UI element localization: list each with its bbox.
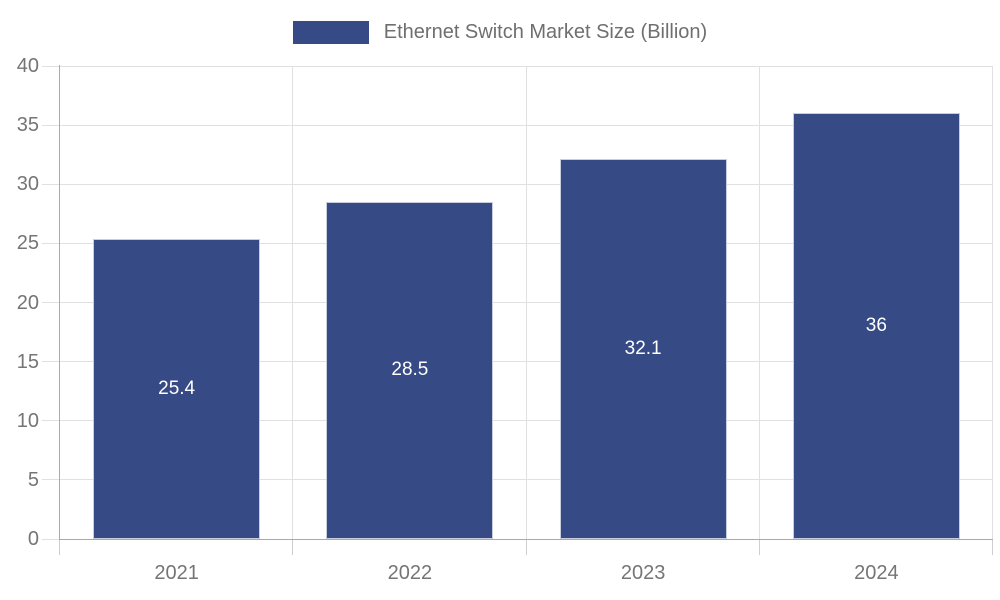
chart-legend: Ethernet Switch Market Size (Billion) [0, 18, 1000, 46]
y-axis-tick [42, 302, 60, 303]
x-tick-label: 2022 [387, 562, 433, 584]
x-axis-tick [992, 539, 993, 555]
gridline-horizontal [60, 65, 993, 67]
y-tick-label: 0 [27, 528, 39, 550]
gridline-horizontal [60, 242, 993, 244]
x-axis-tick [525, 539, 527, 555]
x-axis-line [59, 539, 993, 540]
y-axis-tick [42, 183, 60, 185]
y-tick-label: 25 [16, 232, 39, 255]
y-tick-label: 30 [16, 173, 39, 196]
y-tick-label: 40 [16, 55, 39, 77]
y-tick-label: 10 [16, 409, 39, 432]
legend-swatch [292, 20, 369, 44]
bar [326, 201, 494, 539]
gridline-horizontal [60, 302, 993, 303]
x-axis-tick [292, 539, 294, 555]
bar [792, 113, 960, 539]
bar-value-label: 32.1 [624, 338, 662, 360]
bar [559, 159, 727, 539]
gridline-horizontal [60, 420, 993, 422]
y-axis-tick [42, 361, 60, 363]
bar [93, 238, 261, 539]
y-axis-tick [42, 242, 60, 244]
y-axis-tick [42, 124, 60, 126]
gridline-horizontal [60, 124, 993, 126]
bar-value-label: 36 [865, 315, 887, 337]
gridline-vertical [758, 66, 760, 539]
y-axis-tick [42, 479, 60, 481]
gridline-horizontal [60, 361, 993, 363]
y-axis-line [59, 65, 60, 539]
y-tick-label: 20 [16, 291, 39, 314]
y-tick-label: 15 [16, 350, 39, 373]
y-tick-label: 35 [16, 114, 39, 137]
x-axis-tick [758, 539, 760, 555]
gridline-horizontal [60, 479, 993, 481]
y-axis-tick [42, 538, 60, 540]
legend-label: Ethernet Switch Market Size (Billion) [383, 20, 708, 43]
gridline-horizontal [60, 183, 993, 185]
x-axis-tick [59, 539, 60, 555]
x-tick-label: 2021 [154, 562, 199, 584]
y-tick-label: 5 [27, 468, 39, 491]
gridline-vertical [292, 66, 294, 539]
bar-value-label: 25.4 [158, 377, 196, 399]
gridline-vertical [992, 66, 993, 539]
x-tick-label: 2024 [854, 562, 899, 584]
y-axis-tick [42, 65, 60, 67]
y-axis-tick [42, 420, 60, 422]
gridline-vertical [525, 66, 527, 539]
bar-value-label: 28.5 [391, 359, 429, 381]
x-tick-label: 2023 [620, 562, 666, 584]
